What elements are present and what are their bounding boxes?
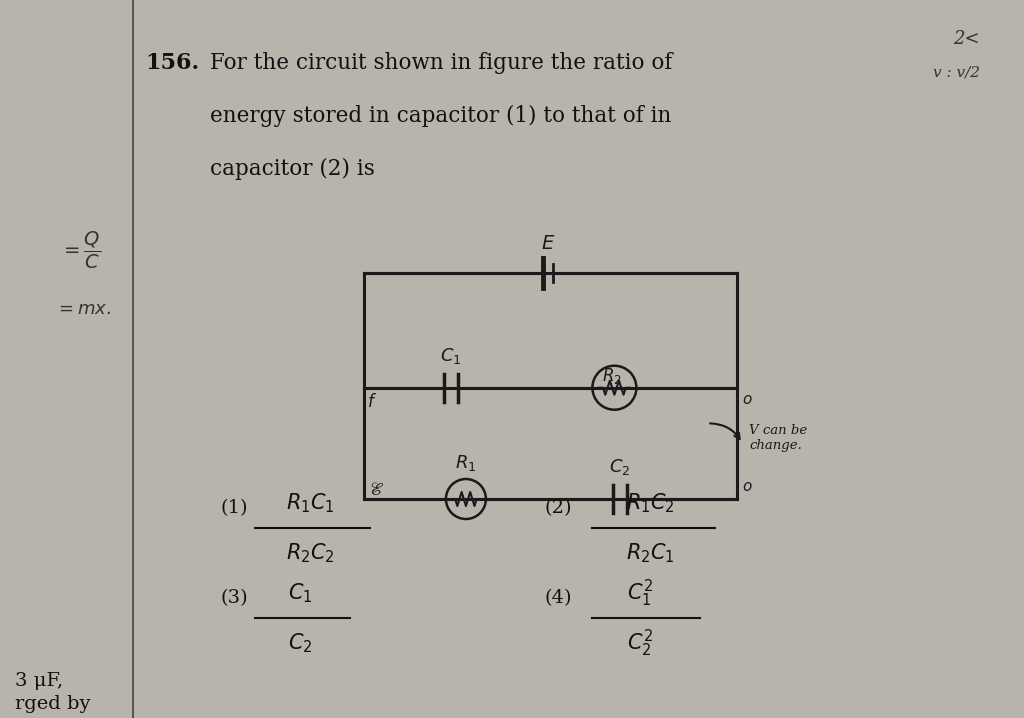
Text: 2<: 2< — [953, 30, 980, 48]
Text: $C_1^2$: $C_1^2$ — [627, 577, 653, 609]
Text: $f$: $f$ — [367, 393, 377, 411]
Text: For the circuit shown in figure the ratio of: For the circuit shown in figure the rati… — [210, 52, 673, 74]
Text: $C_1$: $C_1$ — [288, 581, 312, 605]
Text: (3): (3) — [220, 589, 248, 607]
Text: $=\dfrac{Q}{C}$: $=\dfrac{Q}{C}$ — [60, 230, 101, 271]
Text: rged by: rged by — [15, 695, 90, 713]
Text: $o$: $o$ — [742, 480, 753, 494]
Text: 156.: 156. — [145, 52, 199, 74]
Text: $R_2$: $R_2$ — [602, 365, 623, 386]
Text: $R_2C_1$: $R_2C_1$ — [626, 541, 675, 565]
Text: $R_1$: $R_1$ — [456, 453, 476, 473]
Text: $C_1$: $C_1$ — [440, 346, 461, 365]
Text: $R_2C_2$: $R_2C_2$ — [286, 541, 335, 565]
Text: $C_2$: $C_2$ — [609, 457, 630, 477]
Text: $= mx.$: $= mx.$ — [55, 300, 111, 318]
Text: $\mathscr{E}$: $\mathscr{E}$ — [369, 481, 384, 499]
Text: $C_2^2$: $C_2^2$ — [627, 628, 653, 658]
Text: (2): (2) — [545, 499, 572, 517]
Text: $R_1C_2$: $R_1C_2$ — [626, 491, 675, 515]
Text: $C_2$: $C_2$ — [288, 631, 312, 655]
Text: capacitor (2) is: capacitor (2) is — [210, 158, 375, 180]
Text: v : v/2: v : v/2 — [933, 65, 980, 79]
Text: $E$: $E$ — [541, 235, 555, 253]
Text: energy stored in capacitor (1) to that of in: energy stored in capacitor (1) to that o… — [210, 105, 672, 127]
Text: $o$: $o$ — [742, 393, 753, 406]
Text: $R_1C_1$: $R_1C_1$ — [286, 491, 335, 515]
Text: (4): (4) — [545, 589, 572, 607]
Text: 3 μF,: 3 μF, — [15, 672, 63, 690]
Text: (1): (1) — [220, 499, 248, 517]
Text: V can be
change.: V can be change. — [750, 424, 808, 452]
